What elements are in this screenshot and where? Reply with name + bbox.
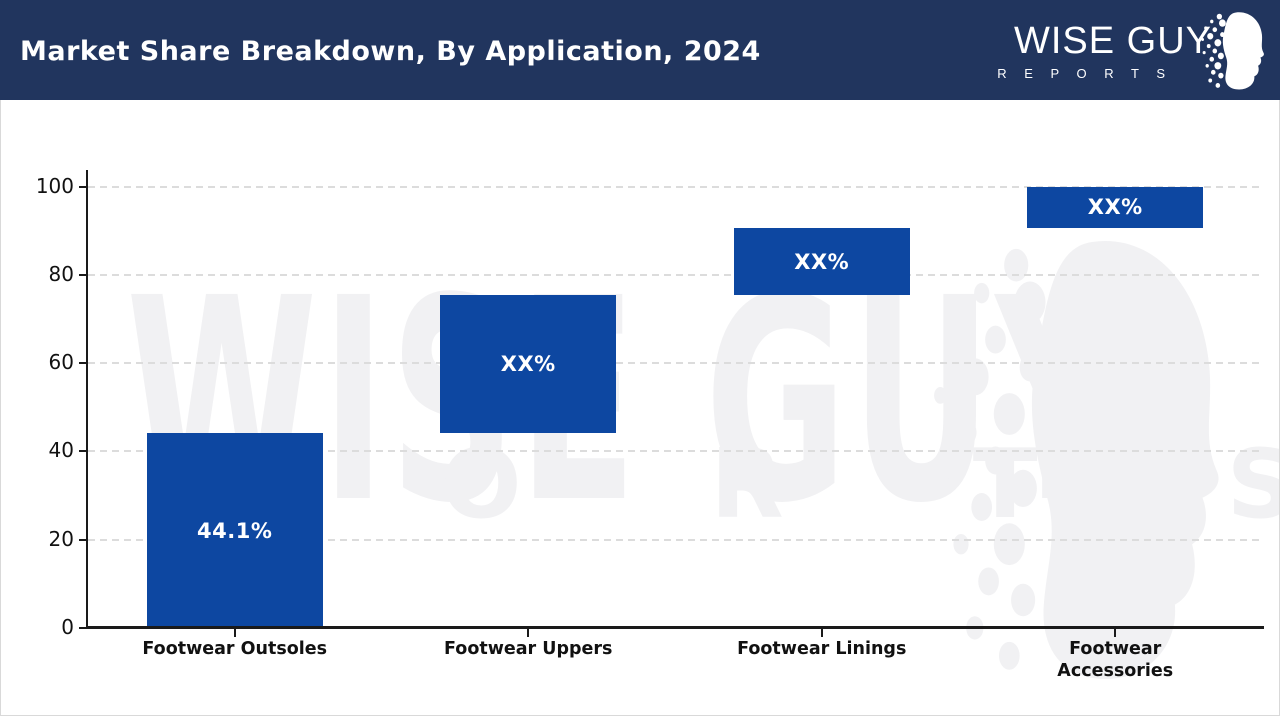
y-tick-0 <box>79 627 87 629</box>
x-tick <box>820 628 823 637</box>
bar-value-label: XX% <box>1087 195 1143 220</box>
bar-value-label: 44.1% <box>197 518 273 543</box>
x-category-label: Footwear Linings <box>737 639 907 659</box>
gridline-40 <box>88 450 1262 453</box>
bar-value-label: XX% <box>794 249 850 274</box>
y-tick-label: 0 <box>61 615 74 639</box>
y-tick-40 <box>79 450 87 453</box>
gridline-80 <box>88 273 1262 276</box>
gridline-20 <box>88 538 1262 541</box>
y-axis-line <box>86 170 88 629</box>
y-tick-100 <box>79 185 87 188</box>
y-tick-label: 100 <box>35 173 74 198</box>
x-category-label: Footwear Outsoles <box>142 639 328 659</box>
bar-segment: 44.1% <box>146 433 323 628</box>
x-axis-line <box>86 626 1264 629</box>
y-tick-80 <box>79 273 87 276</box>
y-tick-60 <box>79 362 87 365</box>
dotted-face-icon <box>1201 12 1264 90</box>
x-category-label: Footwear Accessories <box>1057 639 1174 681</box>
logo-wordmark: WISE GUY <box>1013 20 1212 62</box>
x-category-label: Footwear Uppers <box>444 639 613 659</box>
bar-segment: XX% <box>440 295 617 434</box>
logo-subtitle: R E P O R T S <box>997 66 1172 81</box>
bar-segment: XX% <box>733 228 910 296</box>
wise-guy-reports-logo: WISE GUY R E P O R T S <box>997 8 1266 92</box>
bar-value-label: XX% <box>500 352 556 377</box>
x-tick <box>1114 628 1117 637</box>
y-tick-label: 40 <box>48 438 74 463</box>
gridline-60 <box>88 362 1262 365</box>
header: Market Share Breakdown, By Application, … <box>0 0 1280 100</box>
y-tick-20 <box>79 538 87 541</box>
gridline-100 <box>88 185 1262 188</box>
y-tick-label: 60 <box>48 350 74 375</box>
bar-segment: XX% <box>1027 186 1204 229</box>
x-tick <box>233 628 236 637</box>
page-title: Market Share Breakdown, By Application, … <box>20 36 761 67</box>
x-tick <box>527 628 530 637</box>
y-tick-label: 20 <box>48 526 74 551</box>
y-tick-label: 80 <box>48 261 74 286</box>
